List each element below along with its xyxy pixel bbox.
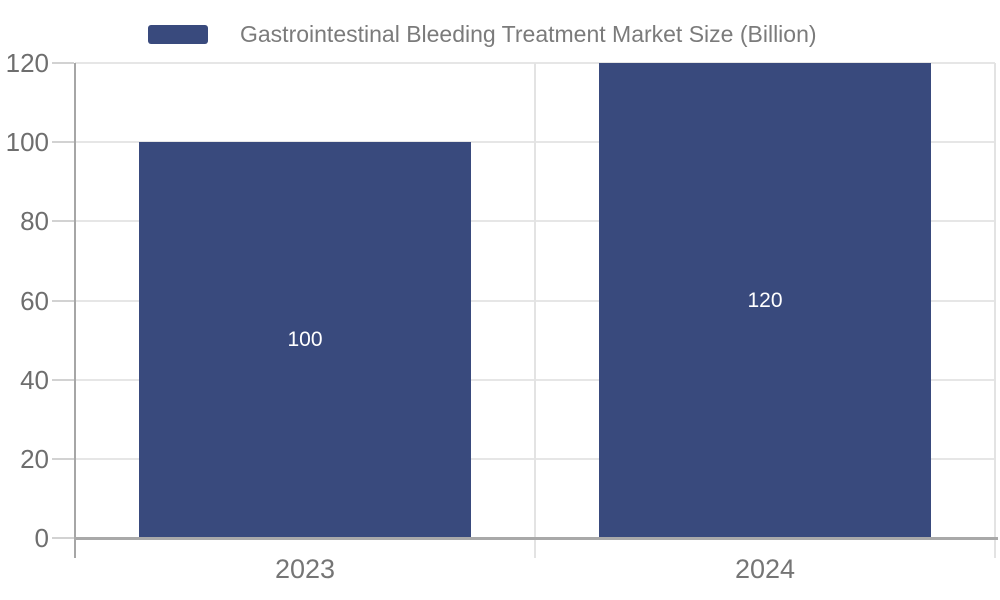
- y-axis-tick: [52, 62, 74, 64]
- bar-value-label: 100: [287, 328, 323, 352]
- x-axis-tick-label: 2024: [734, 554, 796, 584]
- bar-value-label: 120: [747, 288, 783, 312]
- y-axis-tick: [52, 141, 74, 144]
- y-axis-tick-label: 20: [20, 443, 49, 474]
- y-axis-tick: [52, 537, 74, 539]
- x-axis-line: [74, 537, 998, 540]
- y-axis-tick: [52, 220, 74, 223]
- y-axis-tick-label: 0: [34, 523, 49, 553]
- bar-2023[interactable]: [139, 142, 471, 538]
- bar-2024[interactable]: [599, 63, 931, 538]
- legend-swatch-icon: [148, 25, 208, 44]
- y-axis-tick-label: 80: [20, 206, 49, 237]
- x-band-gridline: [994, 63, 996, 558]
- y-axis-tick-label: 40: [20, 364, 49, 395]
- y-axis-tick-label: 120: [5, 48, 49, 78]
- legend-series-label: Gastrointestinal Bleeding Treatment Mark…: [240, 21, 817, 47]
- x-band-gridline: [534, 63, 536, 558]
- y-axis-tick: [52, 457, 74, 460]
- x-axis-tick-label: 2023: [274, 554, 336, 584]
- y-axis-tick-label: 60: [20, 285, 49, 316]
- y-axis-line: [74, 63, 76, 558]
- chart-legend[interactable]: Gastrointestinal Bleeding Treatment Mark…: [148, 21, 817, 48]
- y-axis-tick-label: 100: [5, 127, 49, 158]
- y-axis-tick: [52, 299, 74, 302]
- y-axis-tick: [52, 378, 74, 381]
